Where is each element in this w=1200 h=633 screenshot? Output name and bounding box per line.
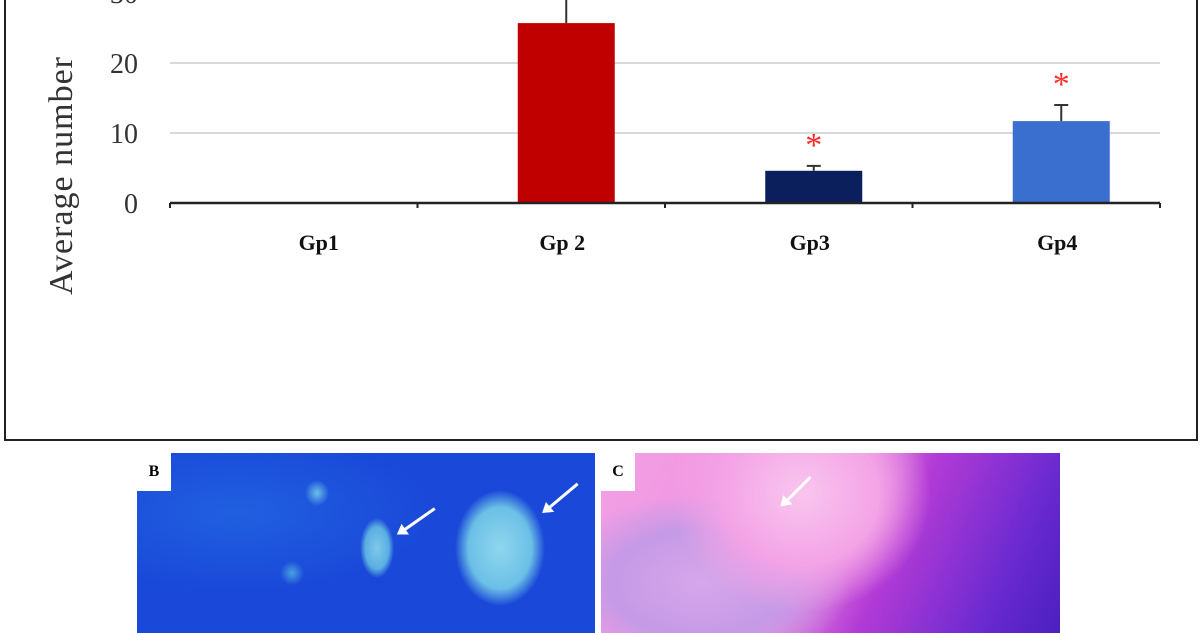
bar-gp4 (1012, 121, 1110, 203)
micrograph-panel-c: C (601, 453, 1060, 633)
x-tick-label: Gp 2 (539, 230, 585, 255)
panel-label-b: B (137, 453, 171, 491)
significance-marker: * (1053, 66, 1070, 103)
bar-chart: 0 10 20 30 Gp1 Gp 2 * Gp3 * Gp4 Average number (4, 0, 1198, 441)
x-tick-label: Gp1 (299, 230, 339, 255)
y-tick-label: 10 (110, 119, 138, 150)
x-tick-label: Gp4 (1037, 230, 1077, 255)
y-axis-label: Average number (43, 56, 80, 295)
y-tick-label: 20 (110, 49, 138, 80)
arrow-icon (546, 482, 579, 511)
panel-label-c: C (601, 453, 635, 491)
micrograph-panel-b: B (137, 453, 595, 633)
arrow-icon (401, 507, 436, 533)
bar-gp2 (517, 23, 615, 203)
bar-gp3 (765, 170, 863, 203)
significance-marker: * (805, 127, 822, 164)
y-tick-label: 30 (110, 0, 138, 10)
y-tick-label: 0 (124, 189, 138, 220)
arrow-icon (783, 475, 812, 504)
x-tick-label: Gp3 (790, 230, 830, 255)
